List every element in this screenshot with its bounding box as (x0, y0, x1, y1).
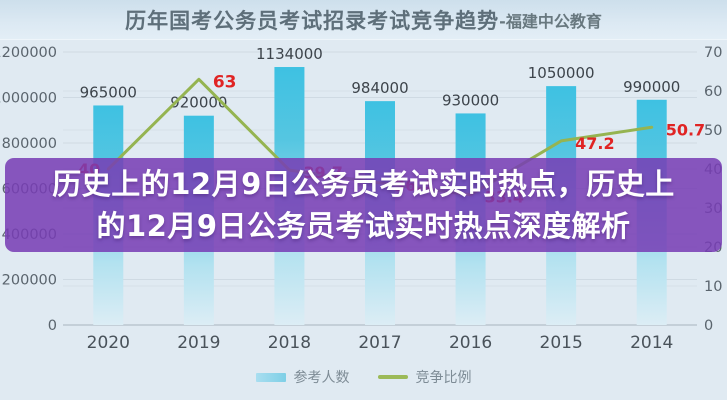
svg-text:70: 70 (704, 45, 722, 61)
svg-text:984000: 984000 (351, 79, 408, 97)
svg-text:920000: 920000 (170, 94, 227, 112)
svg-text:2015: 2015 (540, 333, 583, 353)
svg-text:60: 60 (704, 84, 722, 100)
svg-text:930000: 930000 (442, 91, 499, 109)
legend-item-applicants: 参考人数 (255, 367, 350, 387)
svg-text:0: 0 (48, 318, 57, 334)
svg-text:200000: 200000 (2, 273, 57, 289)
svg-text:2014: 2014 (630, 333, 673, 353)
chart-legend: 参考人数 竞争比例 (0, 366, 727, 388)
svg-text:50: 50 (704, 123, 722, 139)
svg-text:0: 0 (704, 318, 713, 334)
legend-item-ratio: 竞争比例 (377, 367, 472, 387)
x-axis-labels: 2020 2019 2018 2017 2016 2015 2014 (87, 333, 674, 353)
svg-text:1050000: 1050000 (528, 64, 595, 82)
svg-text:990000: 990000 (623, 78, 680, 96)
news-banner-line1: 历史上的12月9日公务员考试实时热点，历史上 (52, 167, 675, 201)
svg-text:965000: 965000 (80, 83, 137, 101)
svg-text:1000000: 1000000 (0, 91, 57, 107)
svg-text:2018: 2018 (268, 333, 311, 353)
svg-text:1134000: 1134000 (256, 45, 323, 63)
bar-series-swatch-icon (255, 372, 286, 382)
svg-text:63: 63 (213, 72, 237, 92)
svg-text:2019: 2019 (177, 333, 220, 353)
svg-text:800000: 800000 (2, 136, 57, 152)
svg-text:2020: 2020 (87, 333, 130, 353)
chart-title: 历年国考公务员考试招录考试竞争趋势 (125, 8, 500, 33)
svg-text:10: 10 (704, 279, 722, 295)
news-banner: 历史上的12月9日公务员考试实时热点，历史上 的12月9日公务员考试实时热点深度… (5, 158, 722, 252)
line-series-swatch-icon (377, 375, 408, 379)
news-banner-line2: 的12月9日公务员考试实时热点深度解析 (96, 209, 631, 243)
chart-title-brand: -福建中公教育 (499, 11, 602, 31)
svg-text:2017: 2017 (358, 333, 401, 353)
svg-text:1200000: 1200000 (0, 45, 57, 61)
svg-text:2016: 2016 (449, 333, 492, 353)
svg-text:47.2: 47.2 (575, 134, 614, 153)
svg-text:50.7: 50.7 (666, 120, 705, 139)
chart-title-bar: 历年国考公务员考试招录考试竞争趋势 -福建中公教育 (0, 0, 727, 40)
legend-label-applicants: 参考人数 (293, 370, 350, 386)
legend-label-ratio: 竞争比例 (415, 370, 472, 386)
